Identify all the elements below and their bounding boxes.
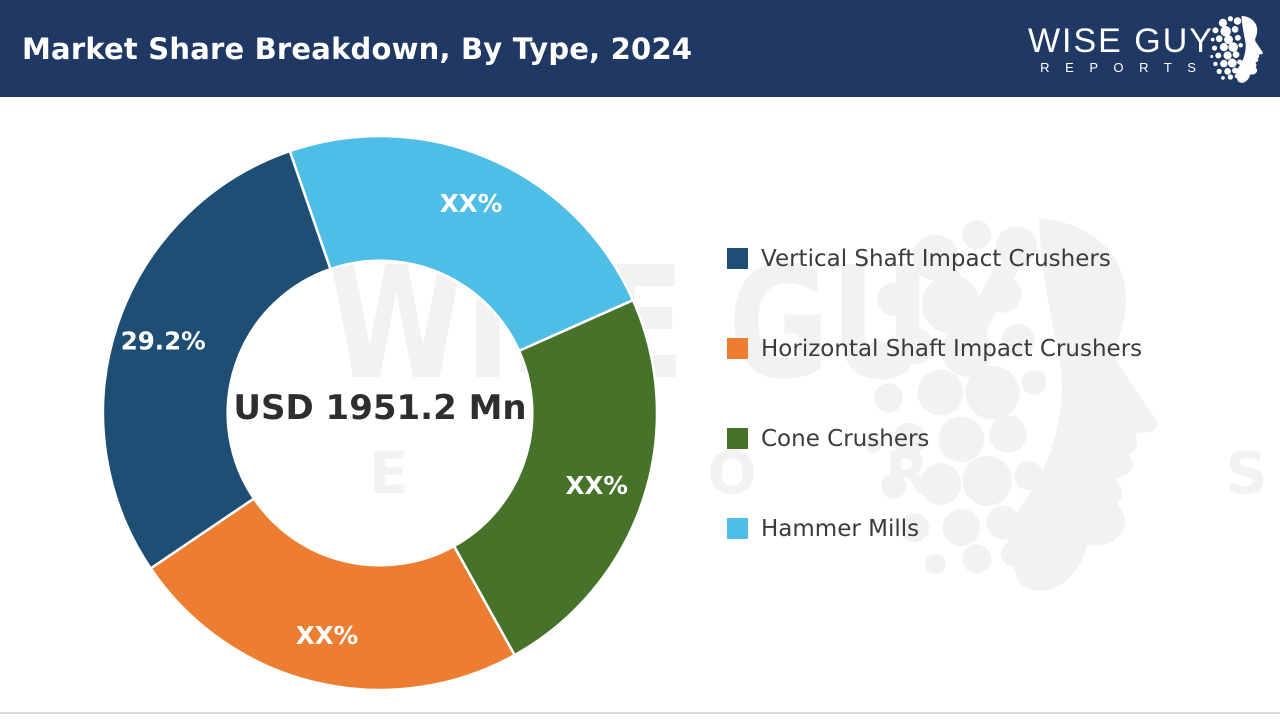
legend-item-vertical-shaft-impact-crushers: Vertical Shaft Impact Crushers <box>727 245 1142 272</box>
header: Market Share Breakdown, By Type, 2024 WI… <box>0 0 1280 97</box>
legend-swatch-cone-crushers <box>727 428 748 449</box>
donut-segment-cone-crushers <box>452 298 659 657</box>
donut-segment-vertical-shaft-impact-crushers <box>101 149 332 570</box>
legend-item-hammer-mills: Hammer Mills <box>727 515 1142 542</box>
donut-segment-horizontal-shaft-impact-crushers <box>149 497 516 692</box>
legend-item-cone-crushers: Cone Crushers <box>727 425 1142 452</box>
logo-text: WISE GUY R E P O R T S <box>1028 24 1214 74</box>
legend-item-horizontal-shaft-impact-crushers: Horizontal Shaft Impact Crushers <box>727 335 1142 362</box>
bottom-border <box>0 712 1280 714</box>
legend-swatch-hammer-mills <box>727 518 748 539</box>
segment-value-label-cone-crushers: XX% <box>566 471 628 500</box>
donut-center-value: USD 1951.2 Mn <box>233 388 526 428</box>
legend: Vertical Shaft Impact Crushers Horizontal… <box>727 245 1142 605</box>
legend-label: Hammer Mills <box>761 515 920 542</box>
legend-swatch-horizontal-shaft-impact-crushers <box>727 338 748 359</box>
legend-swatch-vertical-shaft-impact-crushers <box>727 248 748 269</box>
donut-segment-hammer-mills <box>288 134 635 353</box>
legend-label: Cone Crushers <box>761 425 930 452</box>
page-title: Market Share Breakdown, By Type, 2024 <box>22 31 693 66</box>
logo-subtitle: R E P O R T S <box>1040 60 1202 75</box>
donut-chart: XX% XX% XX% 29.2% USD 1951.2 Mn <box>101 134 659 692</box>
logo-face-icon <box>1210 15 1263 83</box>
logo-wordmark: WISE GUY <box>1027 22 1214 60</box>
segment-value-label-horizontal-shaft-impact-crushers: XX% <box>296 621 358 650</box>
segment-value-label-vertical-shaft-impact-crushers: 29.2% <box>121 327 206 356</box>
wise-guy-reports-logo: WISE GUY R E P O R T S <box>1028 8 1264 90</box>
segment-value-label-hammer-mills: XX% <box>440 189 502 218</box>
legend-label: Vertical Shaft Impact Crushers <box>761 245 1111 272</box>
legend-label: Horizontal Shaft Impact Crushers <box>761 335 1143 362</box>
